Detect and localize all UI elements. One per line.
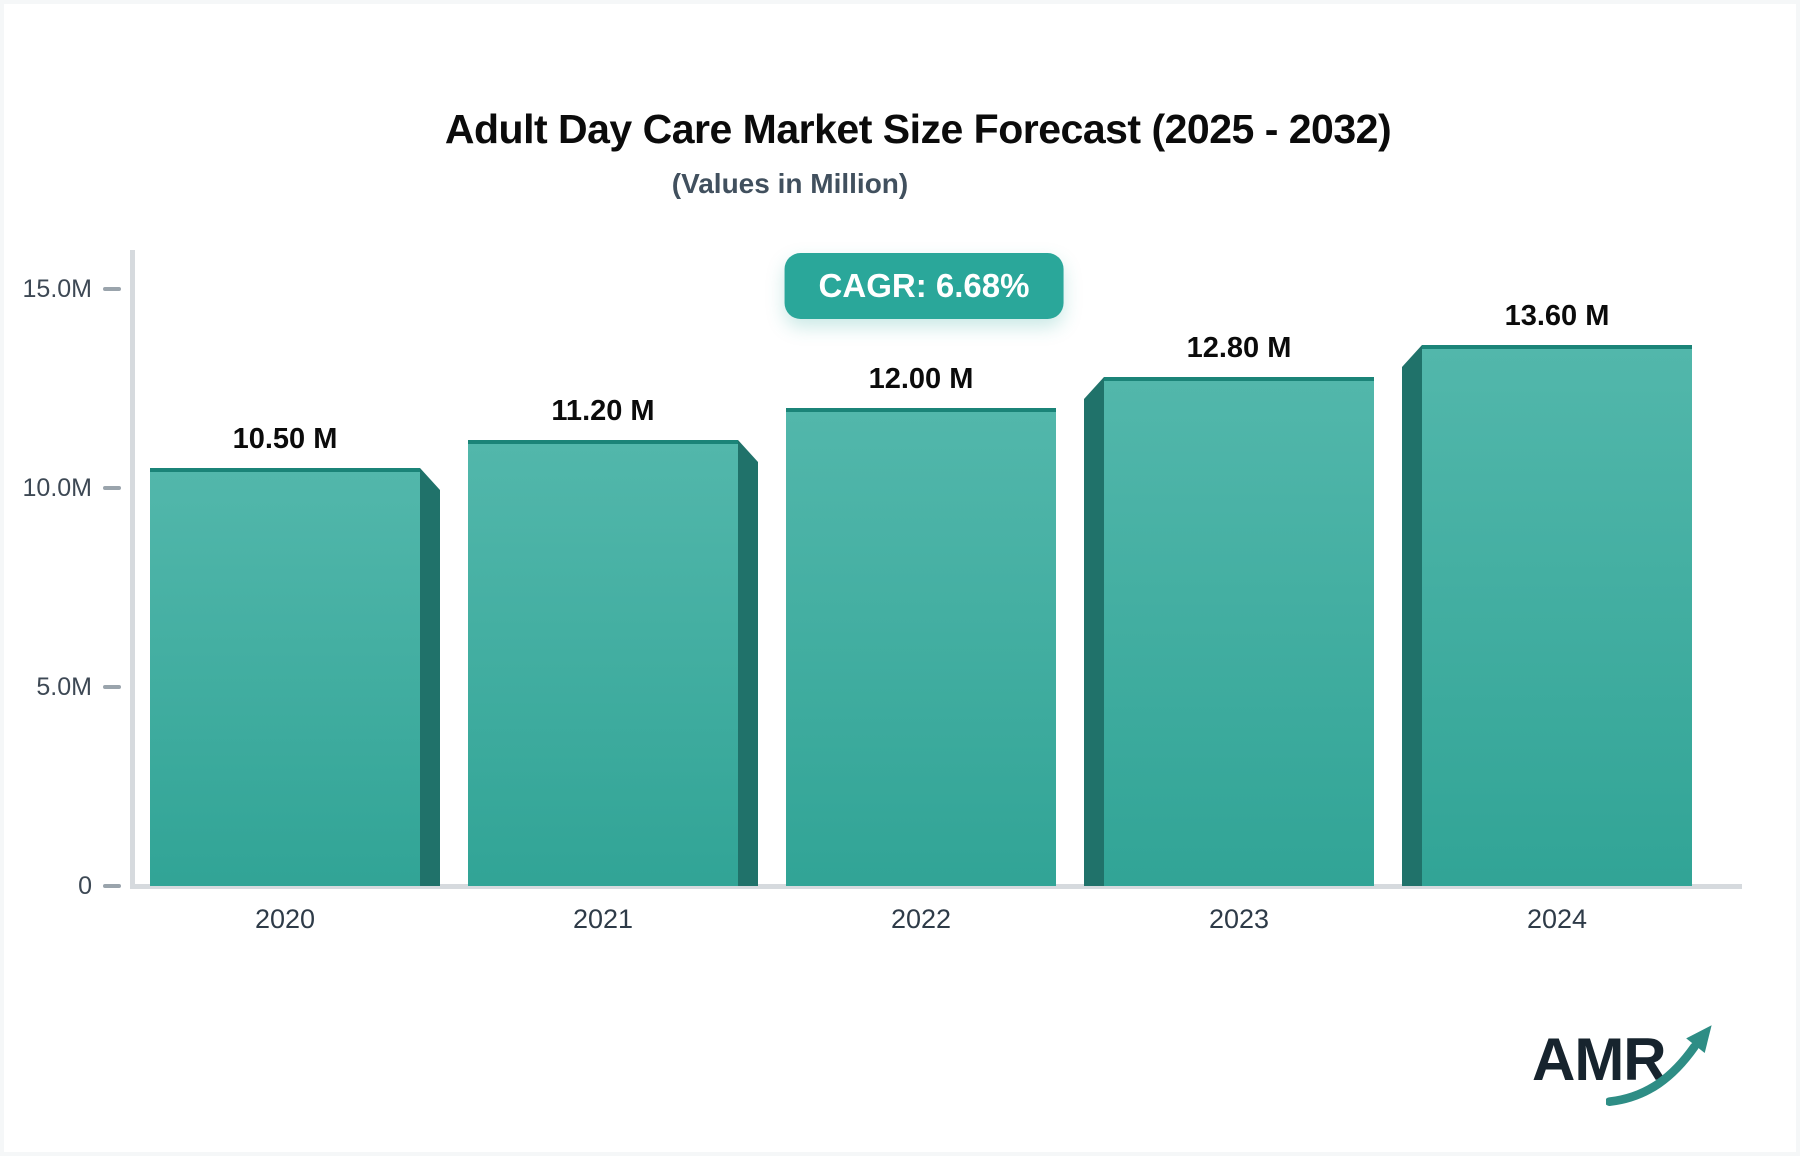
x-axis-label: 2020 [254, 904, 316, 934]
bar-value-label: 12.00 M [868, 363, 974, 395]
x-axis-label: 2022 [890, 904, 952, 934]
bar-value-label: 11.20 M [551, 395, 655, 427]
y-axis-line [130, 250, 135, 889]
bar-3d-side [420, 468, 440, 886]
bar-3d-side [738, 440, 758, 886]
y-tick-dash [103, 287, 121, 291]
bar-2020 [150, 468, 420, 886]
chart-subtitle: (Values in Million) [671, 168, 909, 199]
y-tick-label: 0 [78, 872, 92, 900]
amr-logo-text: AMR [1532, 1026, 1667, 1093]
y-tick-dash [103, 486, 121, 490]
growth-arrow-icon [1606, 1025, 1712, 1106]
y-tick-dash [103, 685, 121, 689]
bar-2024 [1422, 345, 1692, 886]
x-axis-label: 2023 [1208, 904, 1270, 934]
bar-value-label: 12.80 M [1186, 332, 1292, 364]
x-axis-label: 2024 [1526, 904, 1588, 934]
chart-title: Adult Day Care Market Size Forecast (202… [444, 106, 1392, 152]
bar-3d-side [1402, 345, 1422, 886]
bar-2022 [786, 408, 1056, 886]
bar-value-label: 10.50 M [232, 423, 338, 455]
y-tick-dash [103, 884, 121, 888]
x-axis-line [130, 884, 1742, 889]
bar-value-label: 13.60 M [1504, 300, 1610, 332]
amr-logo: AMR [1530, 1022, 1720, 1112]
y-tick-label: 15.0M [22, 275, 92, 303]
bar-3d-side [1084, 377, 1104, 886]
bar-2021 [468, 440, 738, 886]
cagr-badge: CAGR: 6.68% [784, 253, 1064, 319]
y-tick-label: 5.0M [36, 673, 92, 701]
x-axis-label: 2021 [572, 904, 634, 934]
y-tick-label: 10.0M [22, 474, 92, 502]
bar-2023 [1104, 377, 1374, 886]
